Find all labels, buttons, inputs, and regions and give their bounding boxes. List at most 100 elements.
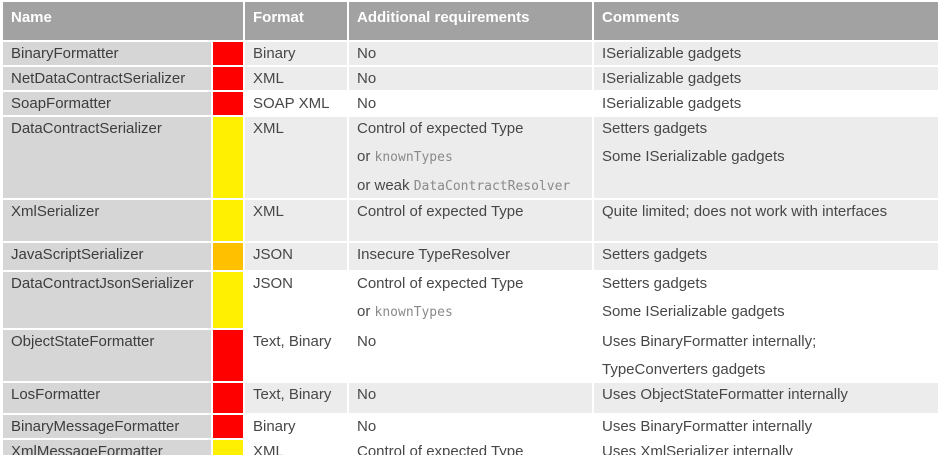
table-row: ObjectStateFormatter Text, Binary No Use… [3,330,938,381]
table-row: JavaScriptSerializer JSON Insecure TypeR… [3,243,938,270]
text-line: Insecure TypeResolver [357,246,511,263]
requirements-cell: No [349,92,592,115]
risk-color-swatch-red [213,67,243,90]
text-line: TypeConverters gadgets [602,361,766,378]
format-cell: XML [245,67,347,90]
code-text: knownTypes [374,305,453,320]
serializer-name-cell: XmlSerializer [3,200,211,241]
serializer-name-cell: BinaryMessageFormatter [3,415,211,438]
serializer-name-cell: ObjectStateFormatter [3,330,211,381]
text-line: Control of expected Type [357,275,524,292]
risk-color-swatch-red [213,330,243,381]
risk-color-swatch-yellow [213,117,243,198]
text-line: Uses XmlSerializer internally [602,443,793,455]
requirements-cell: No [349,330,592,381]
text-line: Setters gadgets [602,246,708,263]
comments-cell: ISerializable gadgets [594,42,938,65]
requirements-cell: No [349,383,592,413]
header-cell-additional-requirements: Additional requirements [349,2,592,40]
requirements-cell: Insecure TypeResolver [349,243,592,270]
text-line: or weak DataContractResolver [357,177,571,194]
text-line: Some ISerializable gadgets [602,148,785,165]
risk-color-swatch-red [213,383,243,413]
table-row: DataContractSerializer XML Control of ex… [3,117,938,198]
table-row: NetDataContractSerializer XML No ISerial… [3,67,938,90]
requirements-cell: No [349,42,592,65]
risk-color-swatch-red [213,415,243,438]
text-line: Uses ObjectStateFormatter internally [602,386,848,403]
risk-color-swatch-yellow [213,200,243,241]
text-line: Control of expected Type [357,203,524,220]
table-body: BinaryFormatter Binary No ISerializable … [3,42,938,455]
text-line: Control of expected Type [357,120,524,137]
requirements-cell: No [349,67,592,90]
text-line: Uses BinaryFormatter internally; [602,333,817,350]
table-row: BinaryMessageFormatter Binary No Uses Bi… [3,415,938,438]
comments-cell: ISerializable gadgets [594,92,938,115]
comments-cell: ISerializable gadgets [594,67,938,90]
format-cell: SOAP XML [245,92,347,115]
requirements-cell: No [349,415,592,438]
text-line: or knownTypes [357,148,453,165]
format-cell: XML [245,200,347,241]
serializer-name-cell: BinaryFormatter [3,42,211,65]
text-line: ISerializable gadgets [602,45,742,62]
table-row: LosFormatter Text, Binary No Uses Object… [3,383,938,413]
comments-cell: Uses XmlSerializer internally [594,440,938,455]
text-line: Uses BinaryFormatter internally [602,418,813,435]
comments-cell: Uses ObjectStateFormatter internally [594,383,938,413]
text-line: No [357,95,377,112]
risk-color-swatch-orange [213,243,243,270]
risk-color-swatch-yellow [213,440,243,455]
serializer-name-cell: XmlMessageFormatter [3,440,211,455]
text-line: No [357,45,377,62]
text-line: ISerializable gadgets [602,95,742,112]
table-header-row: Name Format Additional requirements Comm… [3,2,938,40]
format-cell: XML [245,117,347,198]
serializer-name-cell: JavaScriptSerializer [3,243,211,270]
serializer-name-cell: SoapFormatter [3,92,211,115]
comments-cell: Quite limited; does not work with interf… [594,200,938,241]
format-cell: Text, Binary [245,383,347,413]
text-line: ISerializable gadgets [602,70,742,87]
risk-color-swatch-yellow [213,272,243,328]
code-text: knownTypes [374,150,453,165]
comments-cell: Setters gadgets Some ISerializable gadget… [594,117,938,198]
risk-color-swatch-red [213,42,243,65]
table-row: XmlSerializer XML Control of expected Ty… [3,200,938,241]
format-cell: XML [245,440,347,455]
text-line: Some ISerializable gadgets [602,303,785,320]
requirements-cell: Control of expected Type or knownTypes [349,272,592,328]
text-line: No [357,333,377,350]
header-cell-name: Name [3,2,243,40]
header-cell-comments: Comments [594,2,938,40]
table-row: XmlMessageFormatter XML Control of expec… [3,440,938,455]
serializer-name-cell: NetDataContractSerializer [3,67,211,90]
comments-cell: Setters gadgets Some ISerializable gadget… [594,272,938,328]
format-cell: Binary [245,42,347,65]
format-cell: Text, Binary [245,330,347,381]
text-line: No [357,70,377,87]
code-text: DataContractResolver [413,179,571,194]
text-line: No [357,386,377,403]
text-line: Quite limited; does not work with interf… [602,203,888,220]
comments-cell: Uses BinaryFormatter internally; TypeConv… [594,330,938,381]
serializers-table: Name Format Additional requirements Comm… [3,2,938,455]
requirements-cell: Control of expected Type or knownTypes or … [349,117,592,198]
format-cell: Binary [245,415,347,438]
header-cell-format: Format [245,2,347,40]
serializer-name-cell: DataContractJsonSerializer [3,272,211,328]
comments-cell: Setters gadgets [594,243,938,270]
text-line: Control of expected Type [357,443,524,455]
serializer-name-cell: DataContractSerializer [3,117,211,198]
risk-color-swatch-red [213,92,243,115]
text-line: No [357,418,377,435]
format-cell: JSON [245,272,347,328]
text-line: or knownTypes [357,303,453,320]
table-row: DataContractJsonSerializer JSON Control … [3,272,938,328]
requirements-cell: Control of expected Type [349,200,592,241]
comments-cell: Uses BinaryFormatter internally [594,415,938,438]
table-row: BinaryFormatter Binary No ISerializable … [3,42,938,65]
requirements-cell: Control of expected Type [349,440,592,455]
table-row: SoapFormatter SOAP XML No ISerializable … [3,92,938,115]
